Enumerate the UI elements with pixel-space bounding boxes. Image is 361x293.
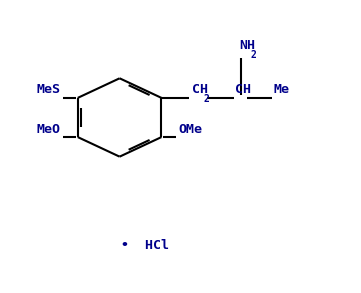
Text: MeS: MeS (36, 84, 61, 96)
Text: OMe: OMe (179, 122, 203, 136)
Text: MeO: MeO (36, 122, 61, 136)
Text: 2: 2 (204, 94, 210, 104)
Text: Me: Me (274, 84, 290, 96)
Text: •  HCl: • HCl (121, 239, 169, 252)
Text: CH: CH (235, 84, 251, 96)
Text: NH: NH (239, 39, 255, 52)
Text: CH: CH (192, 84, 208, 96)
Text: 2: 2 (251, 50, 257, 60)
